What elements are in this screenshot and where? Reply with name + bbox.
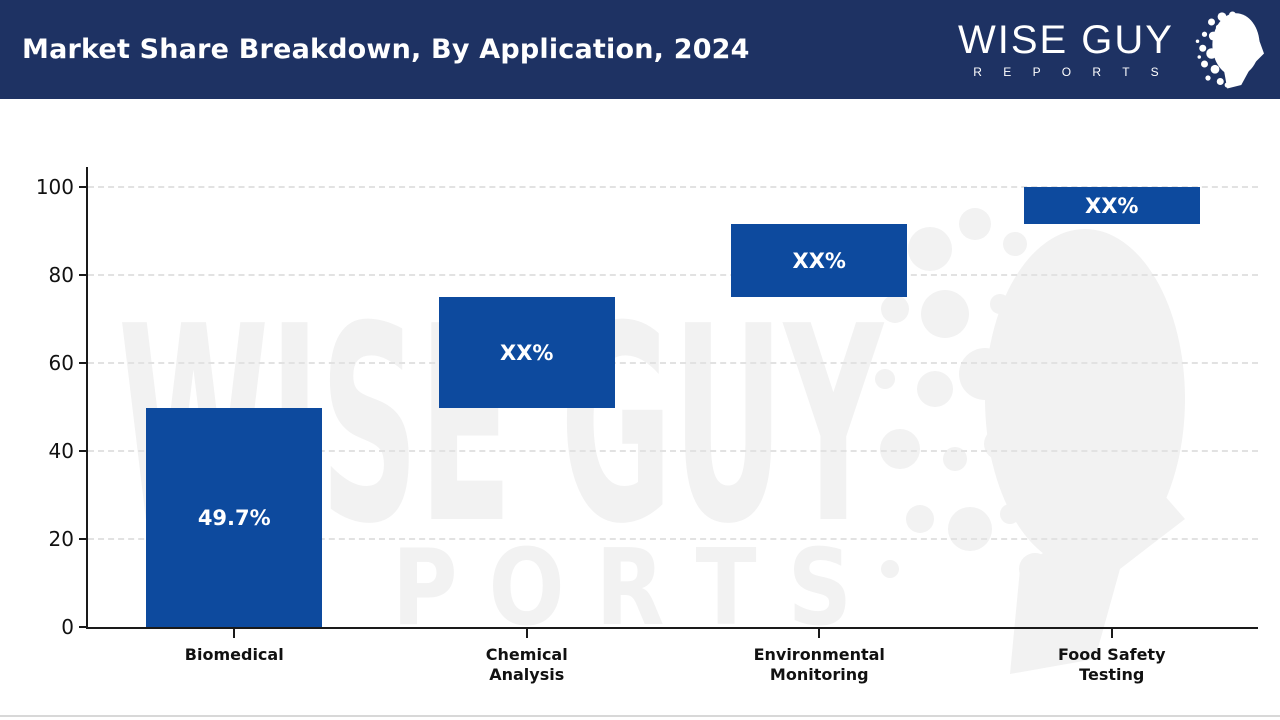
y-axis-tick-label: 0 (61, 615, 74, 639)
y-axis-tick-label: 20 (48, 527, 74, 551)
gridline-y-20 (88, 538, 1258, 540)
y-axis-line (86, 167, 88, 629)
footer-divider (0, 715, 1280, 717)
gridline-y-100 (88, 186, 1258, 188)
y-axis-tick-mark (79, 362, 88, 364)
y-axis-tick-mark (79, 186, 88, 188)
bar-biomedical: 49.7% (146, 408, 323, 627)
x-axis-category-label: Chemical Analysis (485, 645, 568, 684)
x-axis-category-label: Biomedical (184, 645, 284, 664)
chart-title: Market Share Breakdown, By Application, … (22, 34, 750, 65)
bar-environmental-monitoring: XX% (731, 224, 908, 297)
y-axis-tick-mark (79, 538, 88, 540)
logo-head-icon (1195, 11, 1264, 88)
watermark-line2-text: P O R T S (392, 527, 852, 649)
bar-value-label: XX% (792, 248, 846, 273)
header-banner: Market Share Breakdown, By Application, … (0, 0, 1280, 99)
x-axis-category-label: Environmental Monitoring (753, 645, 885, 684)
bar-value-label: XX% (1085, 193, 1139, 218)
x-axis-line (86, 627, 1258, 629)
y-axis-tick-label: 80 (48, 263, 74, 287)
x-axis-tick-mark (818, 629, 821, 638)
gridline-y-40 (88, 450, 1258, 452)
bar-food-safety-testing: XX% (1023, 187, 1200, 225)
x-axis-tick-mark (525, 629, 528, 638)
y-axis-tick-label: 100 (35, 175, 74, 199)
y-axis-tick-mark (79, 626, 88, 628)
x-axis-category-label: Food Safety Testing (1058, 645, 1166, 684)
gridline-y-60 (88, 362, 1258, 364)
y-axis-tick-mark (79, 450, 88, 452)
x-axis-tick-mark (233, 629, 236, 638)
x-axis-tick-mark (1110, 629, 1113, 638)
y-axis-tick-label: 60 (48, 351, 74, 375)
y-axis-tick-label: 40 (48, 439, 74, 463)
chart-area: WISE GUY P O R T S 0 20 40 60 80 100 49.7% Biom… (0, 99, 1280, 720)
logo-wordmark: WISE GUY R E P O R T S (958, 20, 1174, 79)
bar-chemical-analysis: XX% (438, 297, 615, 409)
bar-value-label: XX% (500, 340, 554, 365)
logo-wordmark-line1: WISE GUY (957, 18, 1174, 62)
logo-wordmark-line2: R E P O R T S (973, 65, 1168, 79)
bar-value-label: 49.7% (197, 505, 271, 530)
wise-guy-reports-logo: WISE GUY R E P O R T S (958, 8, 1280, 92)
watermark-head-dots (875, 208, 1185, 674)
gridline-y-80 (88, 274, 1258, 276)
y-axis-tick-mark (79, 274, 88, 276)
